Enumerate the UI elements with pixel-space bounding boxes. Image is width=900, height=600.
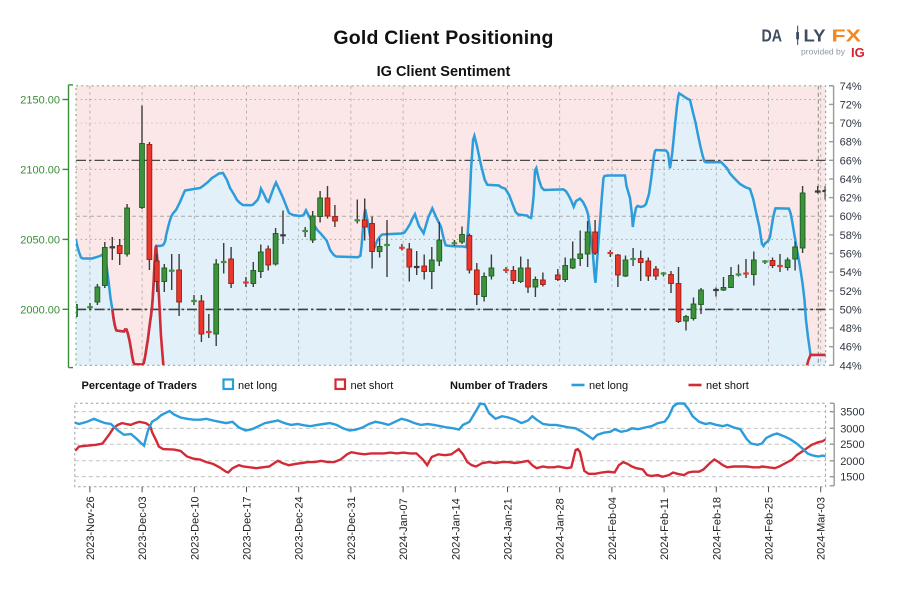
svg-text:IG Client Sentiment: IG Client Sentiment bbox=[377, 64, 511, 80]
svg-text:2023-Nov-26: 2023-Nov-26 bbox=[85, 496, 97, 560]
svg-text:46%: 46% bbox=[840, 342, 862, 354]
svg-text:provided by: provided by bbox=[801, 47, 846, 57]
svg-text:56%: 56% bbox=[840, 249, 862, 261]
svg-text:3500: 3500 bbox=[840, 407, 864, 419]
svg-text:Number of Traders: Number of Traders bbox=[450, 380, 548, 392]
svg-text:2023-Dec-24: 2023-Dec-24 bbox=[294, 496, 306, 560]
svg-text:44%: 44% bbox=[840, 360, 862, 372]
svg-text:2023-Dec-31: 2023-Dec-31 bbox=[346, 496, 358, 560]
svg-text:2024-Mar-03: 2024-Mar-03 bbox=[816, 497, 828, 560]
svg-text:2024-Jan-21: 2024-Jan-21 bbox=[503, 498, 515, 560]
svg-text:2023-Dec-10: 2023-Dec-10 bbox=[189, 496, 201, 560]
svg-text:2500: 2500 bbox=[840, 439, 864, 451]
svg-text:2023-Dec-17: 2023-Dec-17 bbox=[242, 496, 254, 560]
svg-text:2000: 2000 bbox=[840, 456, 864, 468]
svg-text:FX: FX bbox=[832, 25, 862, 45]
svg-text:58%: 58% bbox=[840, 230, 862, 242]
svg-text:net short: net short bbox=[706, 380, 749, 392]
svg-text:72%: 72% bbox=[840, 99, 862, 111]
svg-text:60%: 60% bbox=[840, 211, 862, 223]
svg-text:2024-Feb-18: 2024-Feb-18 bbox=[711, 497, 723, 560]
svg-text:2023-Dec-03: 2023-Dec-03 bbox=[137, 496, 149, 560]
svg-text:64%: 64% bbox=[840, 174, 862, 186]
svg-text:2024-Jan-14: 2024-Jan-14 bbox=[450, 498, 462, 560]
svg-text:62%: 62% bbox=[840, 193, 862, 205]
svg-text:net long: net long bbox=[589, 380, 628, 392]
svg-text:Gold Client Positioning: Gold Client Positioning bbox=[333, 27, 553, 49]
svg-text:2100.00: 2100.00 bbox=[20, 164, 60, 176]
svg-text:DA: DA bbox=[762, 25, 783, 45]
svg-text:54%: 54% bbox=[840, 267, 862, 279]
svg-text:74%: 74% bbox=[840, 81, 862, 93]
svg-text:2024-Feb-25: 2024-Feb-25 bbox=[764, 497, 776, 560]
svg-text:net long: net long bbox=[238, 380, 277, 392]
svg-text:2024-Feb-04: 2024-Feb-04 bbox=[607, 497, 619, 560]
svg-text:LY: LY bbox=[804, 25, 826, 45]
svg-text:2024-Jan-07: 2024-Jan-07 bbox=[398, 498, 410, 560]
svg-text:68%: 68% bbox=[840, 137, 862, 149]
svg-text:2024-Feb-11: 2024-Feb-11 bbox=[659, 498, 671, 560]
svg-text:2050.00: 2050.00 bbox=[20, 234, 60, 246]
svg-text:1500: 1500 bbox=[840, 472, 864, 484]
svg-text:66%: 66% bbox=[840, 155, 862, 167]
svg-text:52%: 52% bbox=[840, 286, 862, 298]
svg-text:Percentage of Traders: Percentage of Traders bbox=[82, 380, 198, 392]
svg-text:70%: 70% bbox=[840, 118, 862, 130]
svg-text:48%: 48% bbox=[840, 323, 862, 335]
svg-text:2000.00: 2000.00 bbox=[20, 304, 60, 316]
svg-text:IG: IG bbox=[851, 45, 865, 60]
svg-text:3000: 3000 bbox=[840, 423, 864, 435]
svg-text:net short: net short bbox=[351, 380, 394, 392]
svg-text:2024-Jan-28: 2024-Jan-28 bbox=[555, 498, 567, 560]
svg-text:2150.00: 2150.00 bbox=[20, 95, 60, 107]
svg-text:50%: 50% bbox=[840, 304, 862, 316]
